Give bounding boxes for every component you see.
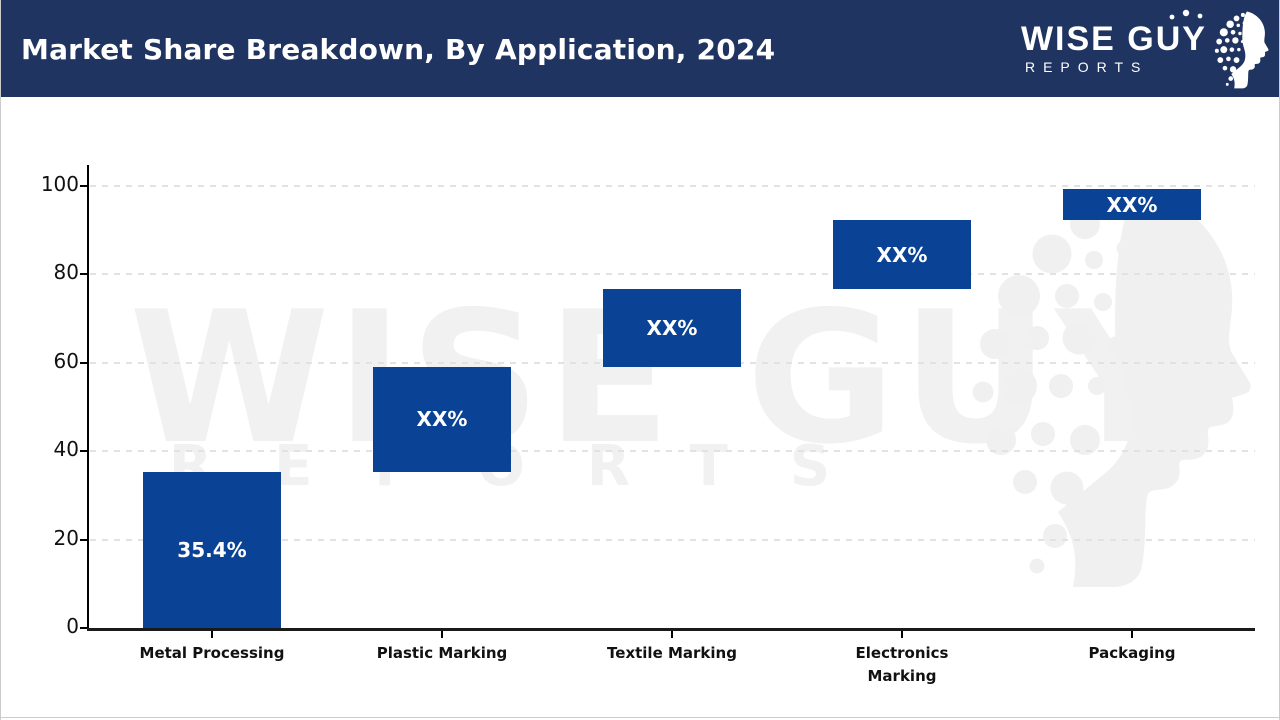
- x-category-label: Electronics Marking: [855, 644, 949, 685]
- x-axis-tick: [1131, 631, 1133, 638]
- bar-value-label: XX%: [1106, 192, 1158, 217]
- bar-segment: XX%: [833, 220, 971, 289]
- x-axis-tick: [901, 631, 903, 638]
- x-axis-line: [87, 628, 1255, 631]
- y-axis-tick: [80, 185, 87, 187]
- x-category-label: Packaging: [1088, 644, 1176, 662]
- y-tick-label: 0: [66, 614, 79, 638]
- bar-value-label: 35.4%: [177, 537, 247, 562]
- y-axis-tick: [80, 450, 87, 453]
- y-tick-label: 20: [53, 525, 79, 550]
- y-axis-line: [87, 165, 89, 631]
- chart-title: Market Share Breakdown, By Application, …: [21, 33, 776, 66]
- bar-value-label: XX%: [876, 242, 928, 267]
- wise-guy-head-icon: [1214, 11, 1269, 89]
- gridline: [90, 185, 1255, 187]
- y-axis-tick: [80, 538, 87, 541]
- bar-value-label: XX%: [416, 407, 468, 432]
- x-axis-tick: [211, 631, 213, 638]
- gridline: [90, 273, 1255, 276]
- plot-area: 0 20 40 60 80 100 35.4% Metal Processing XX% Plas…: [1, 97, 1279, 720]
- logo-brand-name: WISE GUY: [1020, 19, 1207, 58]
- y-axis-tick: [80, 273, 87, 276]
- chart-canvas: WISE GUY REPORTS 0 20 40 60 80 100 35.4% Metal …: [1, 97, 1279, 720]
- page-bottom-border: [1, 717, 1279, 718]
- y-tick-label: 40: [53, 437, 79, 462]
- wise-guy-logo: WISE GUY REPORTS: [1021, 8, 1269, 89]
- logo-text: WISE GUY REPORTS: [1020, 19, 1207, 76]
- x-category-label: Plastic Marking: [376, 644, 508, 662]
- gridline: [90, 450, 1255, 453]
- y-axis-tick: [80, 627, 87, 629]
- x-category-label: Metal Processing: [139, 644, 285, 662]
- bar-segment: XX%: [603, 289, 741, 367]
- bar-segment: XX%: [1063, 188, 1201, 221]
- x-axis-tick: [441, 631, 443, 638]
- y-tick-label: 100: [40, 172, 79, 196]
- x-axis-tick: [671, 631, 673, 638]
- gridline: [90, 538, 1255, 541]
- y-tick-label: 80: [53, 260, 79, 285]
- bar-segment: XX%: [373, 366, 511, 472]
- logo-accent-dots-icon: [1169, 9, 1203, 20]
- logo-brand-sub: REPORTS: [1024, 59, 1149, 76]
- y-axis-tick: [80, 361, 87, 364]
- y-tick-label: 60: [53, 348, 79, 373]
- x-category-label: Textile Marking: [607, 644, 737, 662]
- bar-value-label: XX%: [646, 316, 698, 341]
- header-bar: Market Share Breakdown, By Application, …: [1, 0, 1279, 97]
- bar-segment: 35.4%: [143, 471, 281, 628]
